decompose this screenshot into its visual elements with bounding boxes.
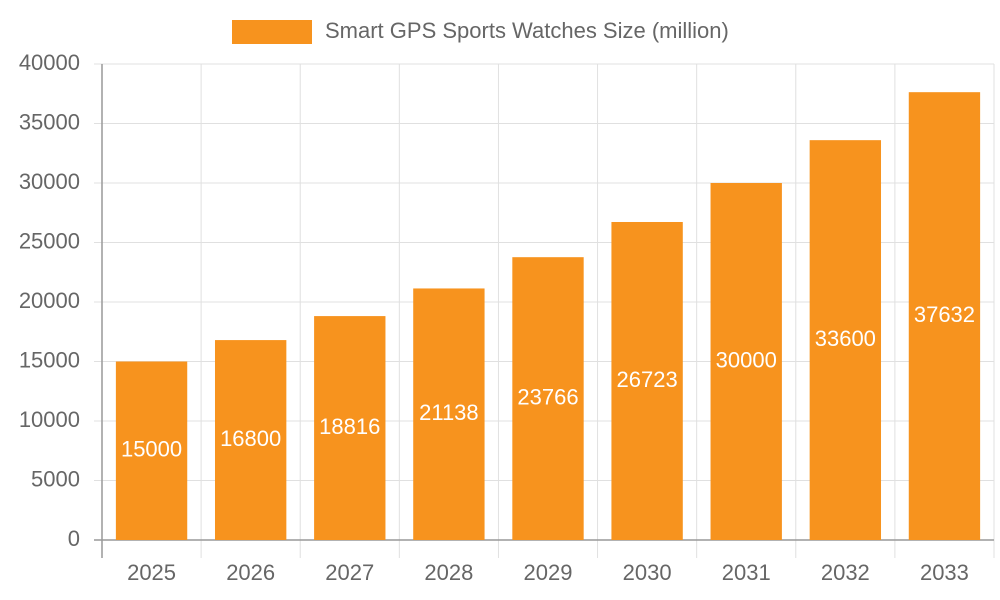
data-label: 26723 <box>617 367 678 392</box>
bar <box>115 361 188 540</box>
y-tick-label: 5000 <box>31 466 80 491</box>
data-label: 33600 <box>815 326 876 351</box>
bar <box>214 340 287 540</box>
bar <box>611 221 683 540</box>
bar <box>314 316 386 540</box>
data-label: 16800 <box>220 426 281 451</box>
legend-label: Smart GPS Sports Watches Size (million) <box>325 18 729 43</box>
bar <box>809 140 882 540</box>
data-label: 23766 <box>517 384 578 409</box>
x-tick-label: 2028 <box>424 560 473 585</box>
data-label: 15000 <box>121 437 182 462</box>
data-label: 21138 <box>419 400 479 425</box>
x-tick-label: 2025 <box>127 560 176 585</box>
bar <box>710 183 782 540</box>
y-tick-label: 15000 <box>19 347 80 372</box>
x-tick-label: 2033 <box>920 560 969 585</box>
bar <box>413 288 485 540</box>
data-label: 18816 <box>319 414 380 439</box>
y-tick-label: 35000 <box>19 109 80 134</box>
y-tick-label: 20000 <box>19 288 80 313</box>
y-tick-label: 0 <box>68 526 80 551</box>
x-tick-label: 2026 <box>226 560 275 585</box>
data-label: 30000 <box>716 347 777 372</box>
x-tick-label: 2030 <box>623 560 672 585</box>
y-tick-label: 25000 <box>19 228 80 253</box>
x-tick-label: 2031 <box>722 560 771 585</box>
bar <box>908 92 981 540</box>
data-label: 37632 <box>914 302 975 327</box>
legend-swatch <box>232 20 312 44</box>
y-tick-label: 30000 <box>19 169 80 194</box>
y-tick-label: 10000 <box>19 407 80 432</box>
bar <box>512 257 584 540</box>
x-tick-label: 2032 <box>821 560 870 585</box>
x-tick-label: 2029 <box>524 560 573 585</box>
x-tick-label: 2027 <box>325 560 374 585</box>
y-tick-label: 40000 <box>19 50 80 75</box>
